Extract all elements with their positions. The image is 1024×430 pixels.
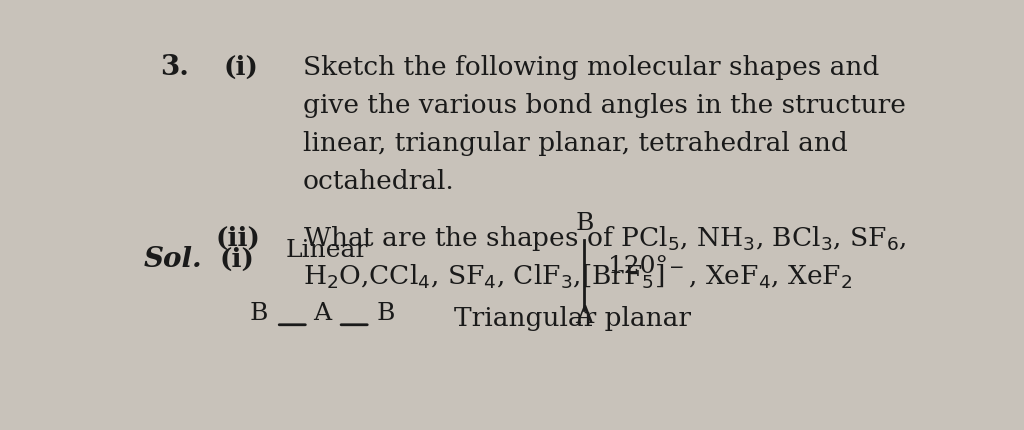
Text: B: B [575,212,594,235]
Text: give the various bond angles in the structure: give the various bond angles in the stru… [303,93,905,118]
Text: 3.: 3. [160,54,188,81]
Text: linear, triangular planar, tetrahedral and: linear, triangular planar, tetrahedral a… [303,131,847,156]
Text: A: A [575,305,593,328]
Text: (i): (i) [219,247,254,272]
Text: A: A [313,302,332,325]
Text: B: B [377,302,395,325]
Text: H$_2$O,CCl$_4$, SF$_4$, ClF$_3$,[BrF$_5$]$^-$, XeF$_4$, XeF$_2$: H$_2$O,CCl$_4$, SF$_4$, ClF$_3$,[BrF$_5$… [303,262,852,291]
Text: Triangular planar: Triangular planar [454,306,691,331]
Text: 120°: 120° [608,255,668,279]
Text: B: B [250,302,268,325]
Text: (i): (i) [223,55,258,80]
Text: octahedral.: octahedral. [303,169,455,194]
Text: (ii): (ii) [215,226,260,251]
Text: Sketch the following molecular shapes and: Sketch the following molecular shapes an… [303,55,879,80]
Text: Linear: Linear [285,239,368,262]
Text: Sol.: Sol. [143,246,203,273]
Text: What are the shapes of PCl$_5$, NH$_3$, BCl$_3$, SF$_6$,: What are the shapes of PCl$_5$, NH$_3$, … [303,224,906,253]
